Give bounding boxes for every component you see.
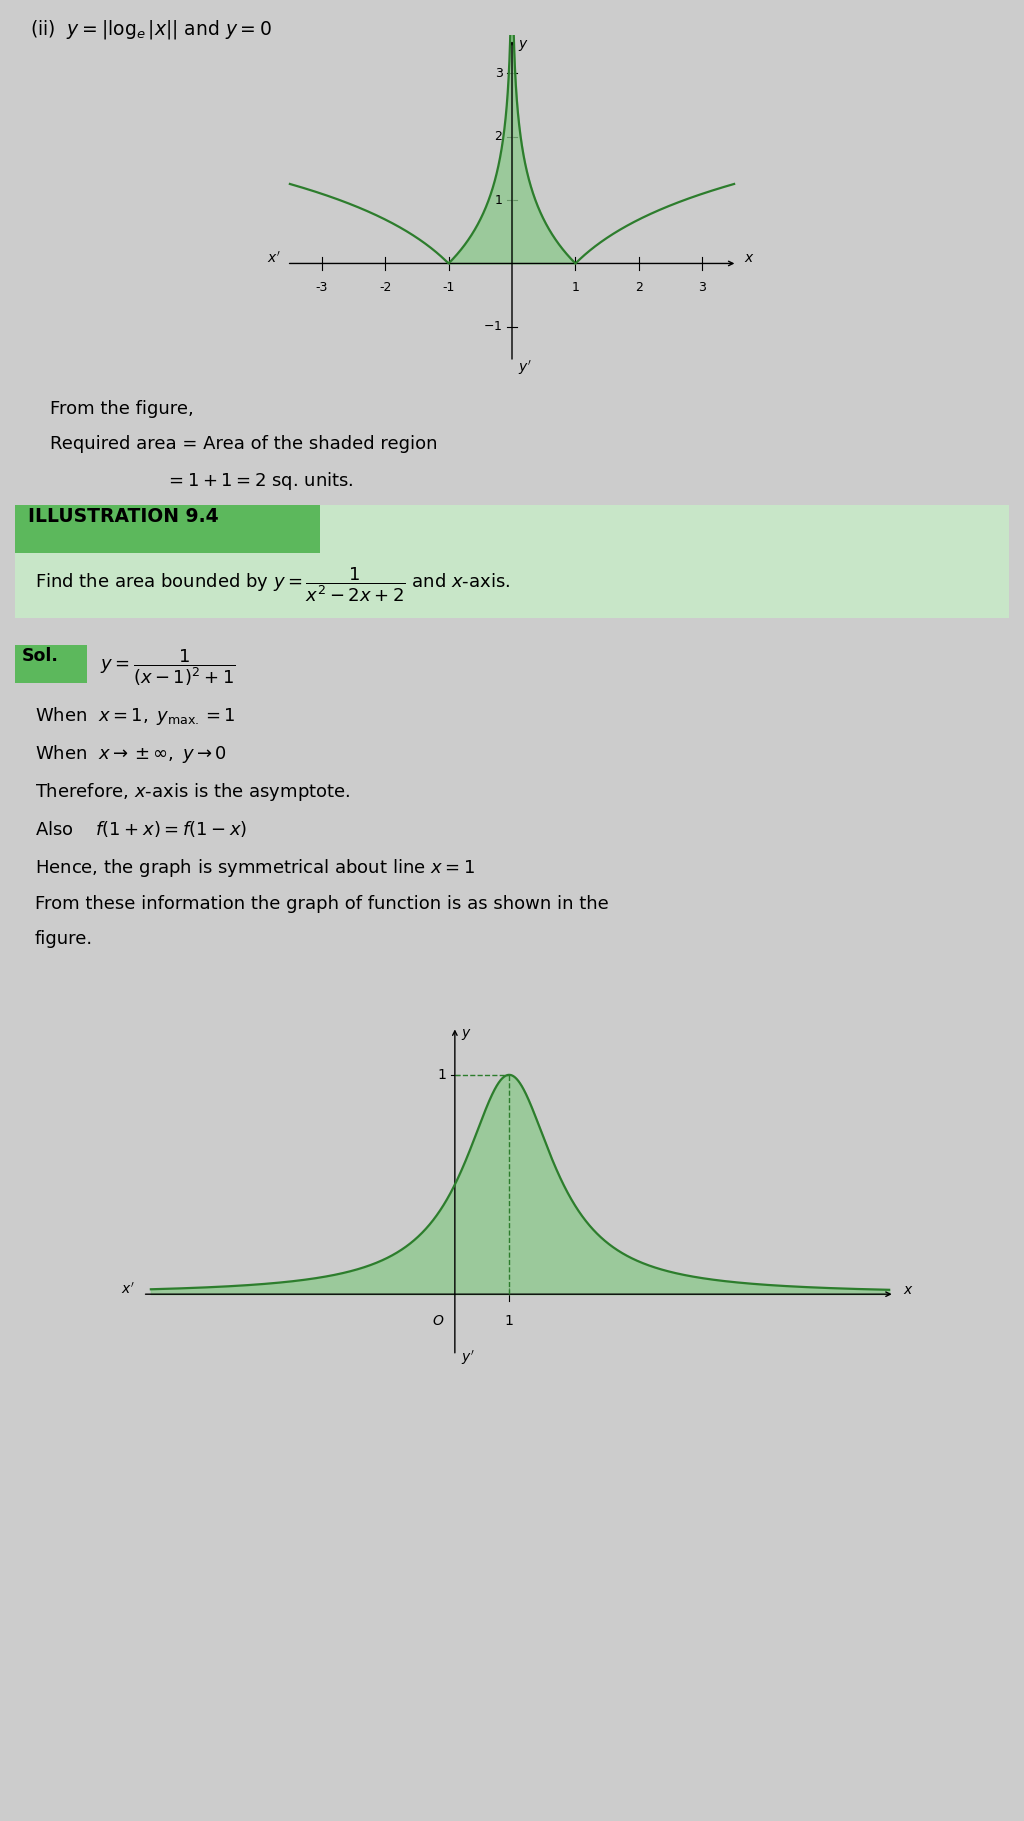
Text: $x'$: $x'$ [266,251,281,266]
Text: $1$: $1$ [437,1067,446,1082]
Text: 2: 2 [495,129,503,144]
Text: $1$: $1$ [505,1315,514,1328]
Text: Hence, the graph is symmetrical about line $x = 1$: Hence, the graph is symmetrical about li… [35,858,475,880]
Text: 2: 2 [635,280,643,295]
Bar [15,504,319,554]
Text: $-1$: $-1$ [483,320,503,333]
Text: $y$: $y$ [462,1027,472,1042]
Text: 1: 1 [495,193,503,206]
Text: $y'$: $y'$ [462,1349,475,1368]
Text: 3: 3 [698,280,707,295]
Text: $= 1 + 1 = 2$ sq. units.: $= 1 + 1 = 2$ sq. units. [165,470,353,492]
Text: $y'$: $y'$ [518,359,532,377]
Text: -1: -1 [442,280,455,295]
Text: 3: 3 [495,67,503,80]
Text: Sol.: Sol. [22,646,58,665]
Text: figure.: figure. [35,931,93,949]
Text: Find the area bounded by $y = \dfrac{1}{x^2 - 2x + 2}$ and $x$-axis.: Find the area bounded by $y = \dfrac{1}{… [35,565,510,605]
Text: ILLUSTRATION 9.4: ILLUSTRATION 9.4 [28,506,219,526]
Text: -2: -2 [379,280,391,295]
Text: -3: -3 [315,280,328,295]
Text: (ii)  $y = |\log_e|x||$ and $y = 0$: (ii) $y = |\log_e|x||$ and $y = 0$ [30,18,271,42]
Text: From the figure,: From the figure, [50,401,194,419]
Text: When  $x \rightarrow \pm\infty,\; y \rightarrow 0$: When $x \rightarrow \pm\infty,\; y \righ… [35,743,227,765]
Bar [15,645,87,683]
Text: $x$: $x$ [903,1282,913,1297]
Text: $y = \dfrac{1}{(x-1)^2 + 1}$: $y = \dfrac{1}{(x-1)^2 + 1}$ [100,646,236,688]
Text: Also    $f(1+x) = f(1-x)$: Also $f(1+x) = f(1-x)$ [35,819,247,839]
Text: $y$: $y$ [518,38,529,53]
Bar [15,504,1009,617]
Text: Therefore, $x$-axis is the asymptote.: Therefore, $x$-axis is the asymptote. [35,781,350,803]
Text: $x$: $x$ [743,251,755,266]
Text: Required area = Area of the shaded region: Required area = Area of the shaded regio… [50,435,437,453]
Text: From these information the graph of function is as shown in the: From these information the graph of func… [35,894,608,912]
Text: 1: 1 [571,280,580,295]
Text: $O$: $O$ [432,1315,444,1328]
Text: $x'$: $x'$ [121,1282,134,1297]
Text: When  $x = 1,\; y_{\mathrm{max.}} = 1$: When $x = 1,\; y_{\mathrm{max.}} = 1$ [35,705,236,727]
